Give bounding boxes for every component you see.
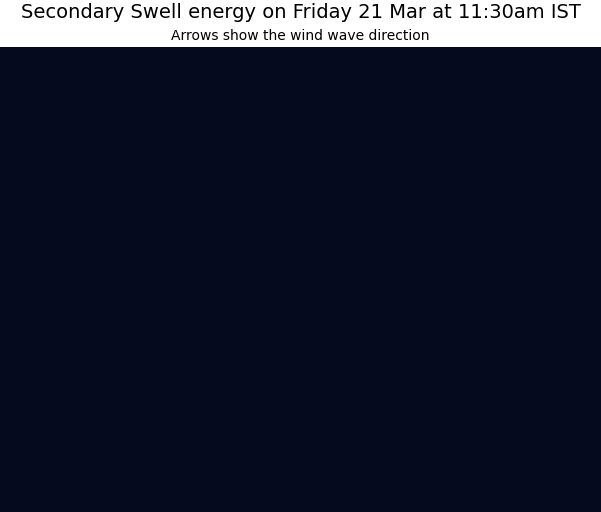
Text: Secondary Swell energy on Friday 21 Mar at 11:30am IST: Secondary Swell energy on Friday 21 Mar … bbox=[20, 4, 581, 23]
Text: Arrows show the wind wave direction: Arrows show the wind wave direction bbox=[171, 29, 430, 43]
